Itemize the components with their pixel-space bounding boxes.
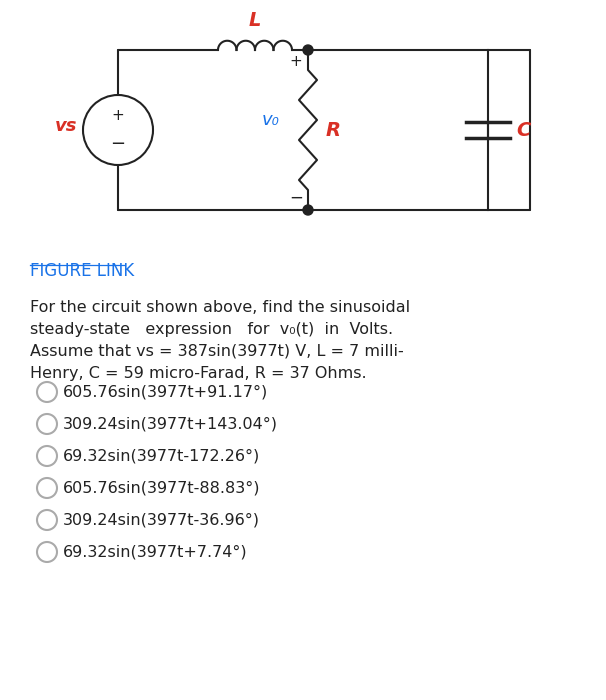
Text: 309.24sin(3977t+143.04°): 309.24sin(3977t+143.04°) [63, 416, 278, 431]
Text: −: − [110, 135, 125, 153]
Text: Henry, C = 59 micro-Farad, R = 37 Ohms.: Henry, C = 59 micro-Farad, R = 37 Ohms. [30, 366, 367, 381]
Text: For the circuit shown above, find the sinusoidal: For the circuit shown above, find the si… [30, 300, 410, 315]
Text: +: + [112, 108, 124, 123]
Text: 309.24sin(3977t-36.96°): 309.24sin(3977t-36.96°) [63, 512, 260, 528]
Text: +: + [290, 55, 302, 69]
Text: vs: vs [55, 117, 77, 135]
Text: −: − [289, 189, 303, 207]
Text: R: R [326, 120, 341, 139]
Text: 69.32sin(3977t-172.26°): 69.32sin(3977t-172.26°) [63, 449, 260, 463]
Text: L: L [249, 11, 261, 30]
Text: steady-state   expression   for  v₀(t)  in  Volts.: steady-state expression for v₀(t) in Vol… [30, 322, 393, 337]
Text: 69.32sin(3977t+7.74°): 69.32sin(3977t+7.74°) [63, 545, 248, 559]
Circle shape [303, 205, 313, 215]
Text: FIGURE LINK: FIGURE LINK [30, 262, 135, 280]
Text: Assume that vs = 387sin(3977t) V, L = 7 milli-: Assume that vs = 387sin(3977t) V, L = 7 … [30, 344, 404, 359]
Circle shape [303, 45, 313, 55]
Text: v₀: v₀ [262, 111, 280, 129]
Text: 605.76sin(3977t+91.17°): 605.76sin(3977t+91.17°) [63, 384, 268, 400]
Text: 605.76sin(3977t-88.83°): 605.76sin(3977t-88.83°) [63, 480, 261, 496]
Text: C: C [516, 120, 530, 139]
